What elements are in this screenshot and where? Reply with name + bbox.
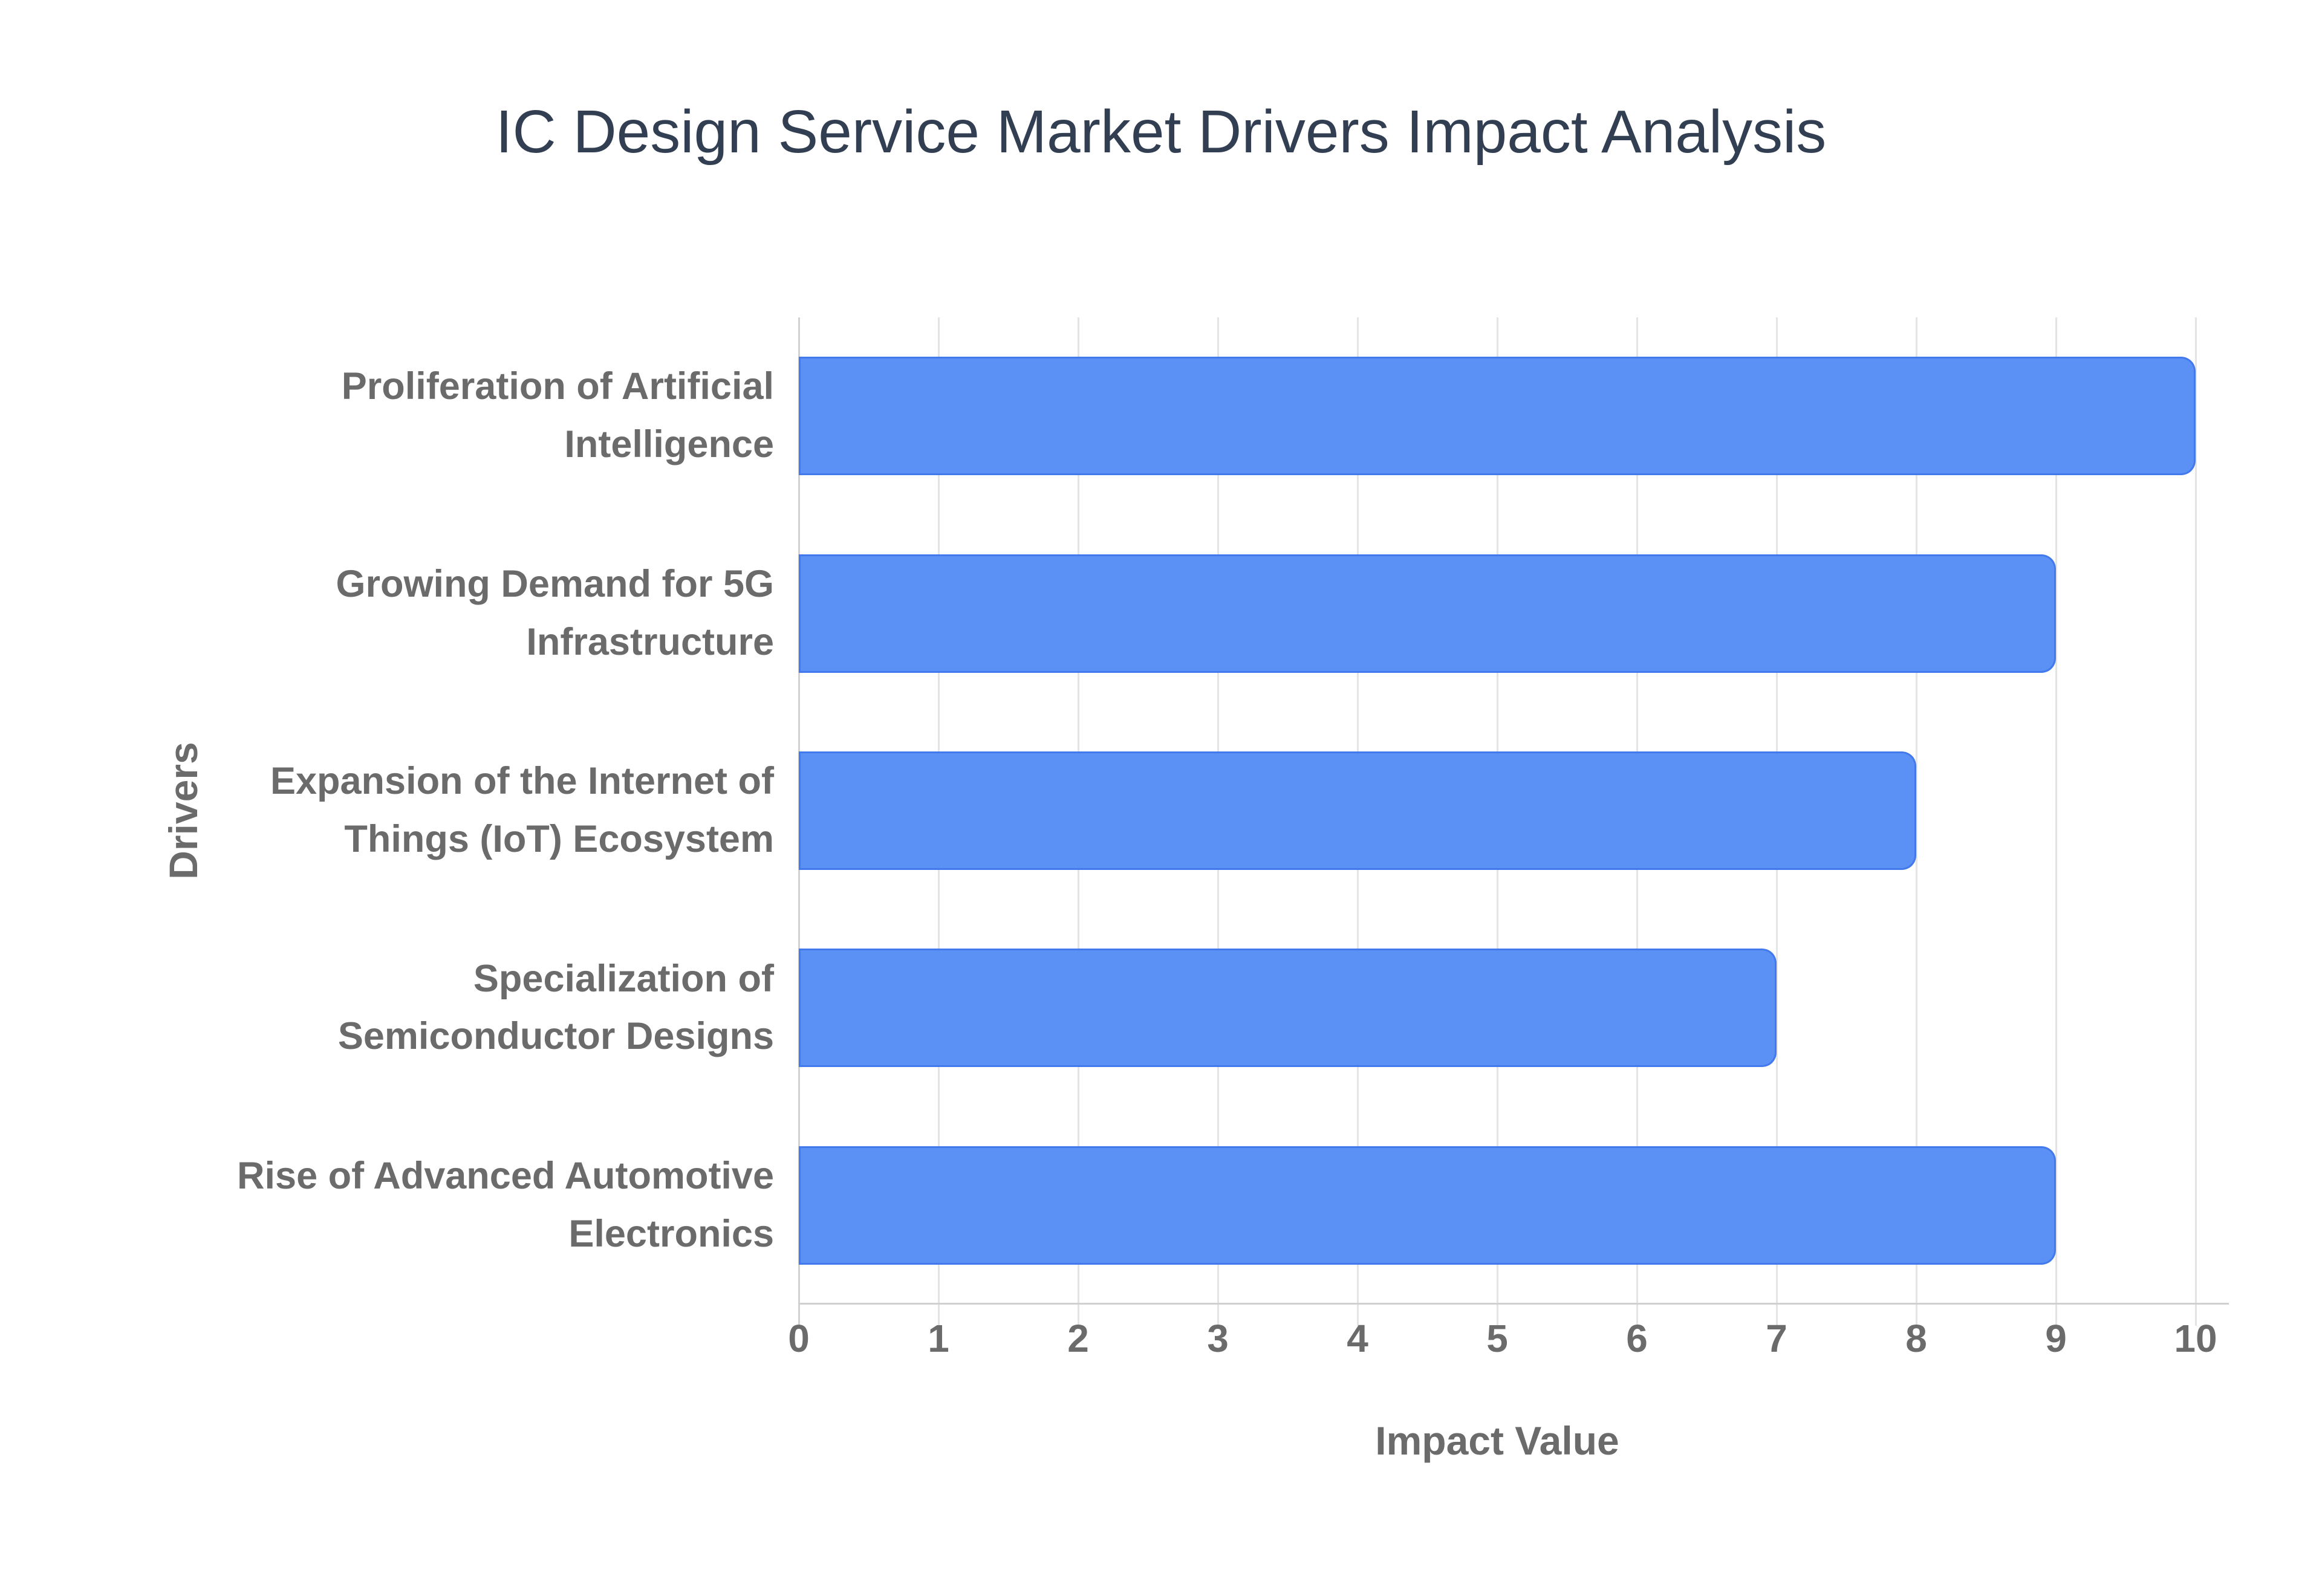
bar-1[interactable]	[799, 554, 2056, 673]
x-tick-label-5: 5	[1486, 1317, 1508, 1360]
category-label-0: Proliferation of Artificial Intelligence	[0, 317, 799, 514]
bar-row-1	[799, 514, 2196, 712]
bar-row-2	[799, 712, 2196, 909]
category-label-1: Growing Demand for 5G Infrastructure	[0, 514, 799, 712]
category-label-4: Rise of Advanced Automotive Electronics	[0, 1107, 799, 1304]
bar-3[interactable]	[799, 949, 1777, 1068]
category-label-line: Intelligence	[564, 423, 774, 466]
bar-row-0	[799, 317, 2196, 514]
plot-area: 0 1 2 3 4 5 6 7 8 9 10	[788, 317, 2229, 1360]
x-tick-label-7: 7	[1766, 1317, 1787, 1360]
bar-row-4	[799, 1107, 2196, 1304]
category-label-line: Things (IoT) Ecosystem	[344, 817, 774, 860]
x-tick-label-8: 8	[1905, 1317, 1927, 1360]
category-label-line: Electronics	[568, 1212, 774, 1255]
category-label-3: Specialization of Semiconductor Designs	[0, 909, 799, 1106]
gridline-x-9	[2055, 317, 2057, 1326]
category-label-line: Growing Demand for 5G	[336, 562, 774, 605]
category-label-line: Specialization of	[473, 957, 774, 1000]
bars-layer	[799, 317, 2196, 1304]
category-label-line: Infrastructure	[526, 620, 774, 663]
x-tick-label-10: 10	[2174, 1317, 2217, 1360]
gridline-x-10	[2195, 317, 2197, 1326]
category-label-line: Semiconductor Designs	[337, 1015, 774, 1058]
x-tick-label-4: 4	[1347, 1317, 1368, 1360]
x-tick-label-6: 6	[1626, 1317, 1648, 1360]
bar-row-3	[799, 909, 2196, 1106]
x-tick-label-0: 0	[788, 1317, 810, 1360]
category-label-2: Expansion of the Internet of Things (IoT)…	[0, 712, 799, 909]
bar-2[interactable]	[799, 751, 1916, 870]
category-label-line: Expansion of the Internet of	[270, 760, 774, 803]
bar-4[interactable]	[799, 1146, 2056, 1265]
x-axis-title: Impact Value	[1375, 1418, 1619, 1463]
bar-0[interactable]	[799, 357, 2196, 476]
x-axis-line	[799, 1303, 2229, 1305]
x-tick-label-1: 1	[928, 1317, 949, 1360]
category-labels-column: Proliferation of Artificial Intelligence G…	[0, 317, 799, 1304]
x-tick-label-9: 9	[2045, 1317, 2067, 1360]
category-label-line: Rise of Advanced Automotive	[237, 1155, 774, 1197]
chart-title: IC Design Service Market Drivers Impact …	[495, 98, 1827, 166]
category-label-line: Proliferation of Artificial	[341, 365, 774, 408]
x-tick-label-3: 3	[1207, 1317, 1229, 1360]
gridline-x-8	[1916, 317, 1917, 1326]
x-tick-label-2: 2	[1067, 1317, 1089, 1360]
